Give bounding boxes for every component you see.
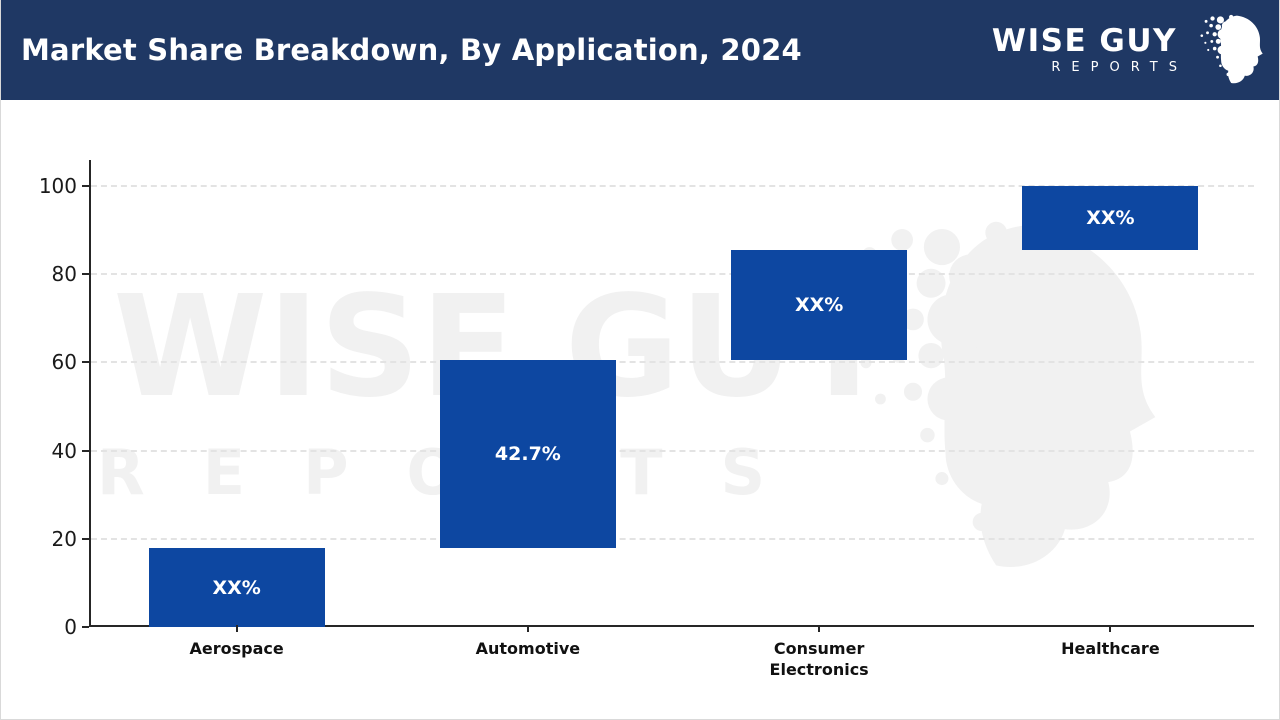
logo-wordmark: WISE GUY <box>991 23 1177 60</box>
y-tick-label: 40 <box>51 438 77 463</box>
bar-healthcare: XX% <box>1022 186 1199 250</box>
header-bar: Market Share Breakdown, By Application, … <box>1 0 1279 100</box>
bar-aerospace: XX% <box>148 548 325 627</box>
gridline-y-100 <box>91 185 1254 187</box>
x-tick-mark <box>818 625 821 632</box>
x-tick-mark <box>235 625 238 632</box>
y-tick-label: 100 <box>38 174 77 198</box>
x-category-label: Consumer Electronics <box>769 639 869 679</box>
chart-title: Market Share Breakdown, By Application, … <box>21 33 802 67</box>
y-tick-mark <box>82 273 89 276</box>
gridline-y-80 <box>91 273 1254 276</box>
x-tick-mark <box>526 625 529 632</box>
logo-subtext: REPORTS <box>1051 59 1188 75</box>
bar-value-label: XX% <box>794 293 844 316</box>
logo-text: WISE GUY REPORTS <box>992 25 1177 75</box>
y-tick-mark <box>82 449 89 452</box>
chart-region: WISE GUY REPORTS 020406080100XX%Aerospac… <box>1 100 1279 719</box>
y-tick-mark <box>82 185 89 187</box>
y-tick-label: 20 <box>51 526 77 551</box>
plot-area: 0 20 40 60 80 100 XX% Aerospace 42.7% Automotive X… <box>39 160 1254 679</box>
wiseguy-head-icon <box>1200 14 1263 84</box>
bar-automotive: 42.7% <box>439 359 616 549</box>
x-category-label: Automotive <box>475 639 581 658</box>
x-tick-mark <box>1109 625 1112 632</box>
y-tick-mark <box>82 626 89 628</box>
bar-value-label: XX% <box>1086 206 1135 229</box>
gridline-y-40 <box>91 449 1254 452</box>
bar-consumer-electronics: XX% <box>731 249 908 360</box>
y-tick-label: 80 <box>51 262 77 287</box>
x-category-label: Aerospace <box>189 639 284 658</box>
gridline-y-20 <box>91 537 1254 540</box>
y-tick-mark <box>82 361 89 364</box>
x-category-label: Healthcare <box>1061 639 1160 658</box>
y-tick-mark <box>82 537 89 540</box>
gridline-y-60 <box>91 361 1254 364</box>
y-tick-label: 0 <box>64 615 77 639</box>
wiseguy-logo: WISE GUY REPORTS <box>992 8 1267 92</box>
bar-value-label: 42.7% <box>494 442 561 465</box>
y-tick-label: 60 <box>51 350 77 375</box>
bar-value-label: XX% <box>212 576 261 599</box>
